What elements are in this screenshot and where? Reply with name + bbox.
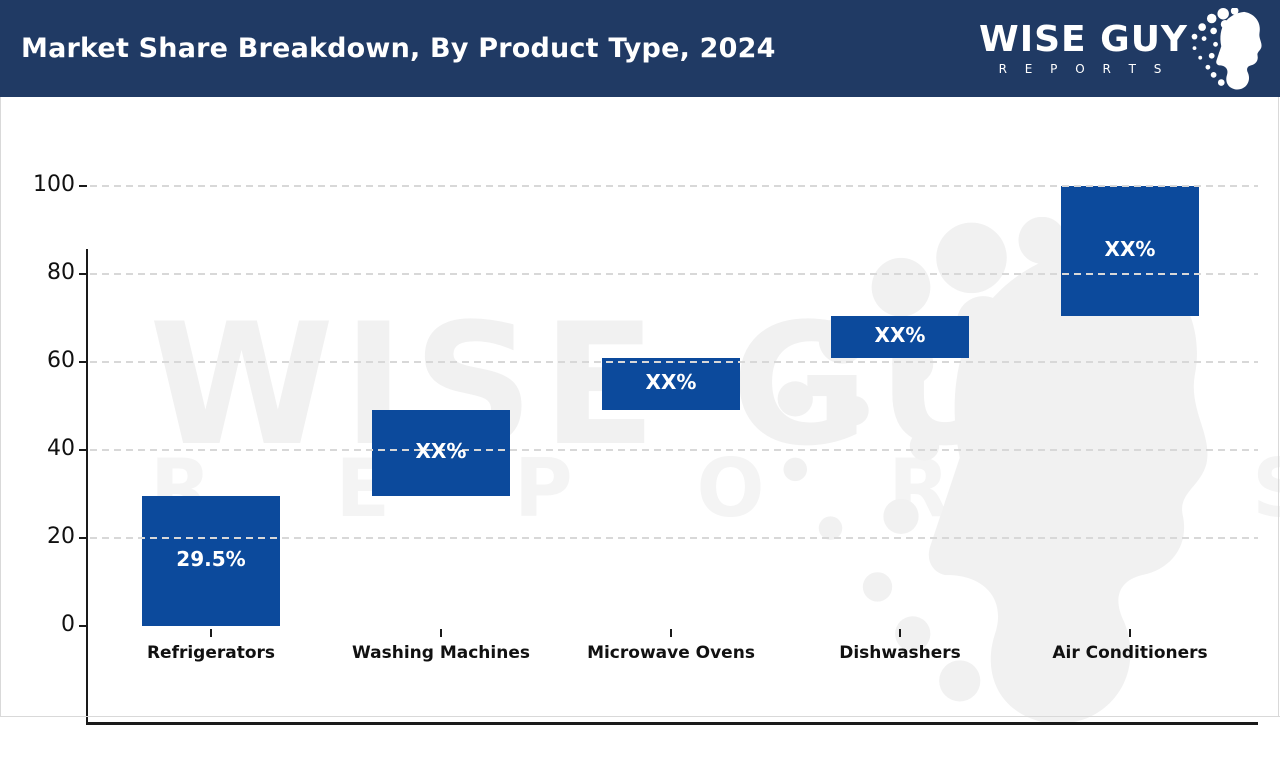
bar-refrigerators <box>142 496 280 626</box>
y-tick-mark <box>79 537 87 539</box>
logo-subtext: R E P O R T S <box>998 62 1169 76</box>
logo-head-icon <box>1191 8 1262 90</box>
gridline <box>90 537 1258 539</box>
chart-area: WISE GUY R E P O R T S 0 20 40 60 80 100 29.5%… <box>0 97 1280 725</box>
gridline <box>90 361 1258 363</box>
gridline <box>90 185 1258 187</box>
x-axis-line <box>86 722 1258 725</box>
y-tick-label: 60 <box>47 348 75 373</box>
x-tick-mark <box>1129 629 1131 637</box>
logo-text: WISE GUY R E P O R T S <box>978 19 1188 77</box>
bar-value-label: XX% <box>874 322 926 347</box>
bar-dishwashers <box>831 315 969 358</box>
y-tick-label: 0 <box>61 612 75 637</box>
bar-washing-machines <box>372 410 510 497</box>
x-tick-mark <box>670 629 672 637</box>
bar-value-label: XX% <box>1104 236 1156 261</box>
bottom-border <box>0 716 1280 717</box>
page-title: Market Share Breakdown, By Product Type,… <box>21 33 776 64</box>
left-border <box>0 97 1 717</box>
bar-value-label: XX% <box>415 439 467 464</box>
logo-wordmark: WISE GUY <box>978 19 1188 60</box>
bar-value-label: XX% <box>645 370 697 394</box>
y-tick-mark <box>79 273 87 275</box>
x-tick-mark <box>899 629 901 637</box>
header: Market Share Breakdown, By Product Type,… <box>0 0 1280 97</box>
y-tick-label: 40 <box>47 436 75 461</box>
x-category-label: Dishwashers <box>839 643 961 663</box>
x-category-label: Air Conditioners <box>1052 643 1208 663</box>
y-tick-mark <box>79 625 87 627</box>
gridline <box>90 273 1258 275</box>
bar-microwave-ovens <box>602 357 740 411</box>
logo: WISE GUY R E P O R T S <box>979 6 1266 92</box>
y-tick-mark <box>79 449 87 451</box>
x-tick-mark <box>210 629 212 637</box>
watermark-head-icon <box>777 217 1208 724</box>
y-tick-label: 80 <box>47 260 75 285</box>
x-category-label: Washing Machines <box>351 643 530 663</box>
right-border <box>1278 97 1279 717</box>
y-tick-mark <box>79 185 87 187</box>
gridline <box>90 449 1258 451</box>
bar-value-label: 29.5% <box>176 547 246 572</box>
x-tick-mark <box>440 629 442 637</box>
y-axis-line <box>86 249 88 725</box>
x-category-label: Microwave Ovens <box>587 643 755 663</box>
y-tick-label: 100 <box>33 172 75 197</box>
y-tick-mark <box>79 361 87 363</box>
x-category-label: Refrigerators <box>146 643 276 663</box>
y-tick-label: 20 <box>47 524 75 549</box>
bar-air-conditioners <box>1061 186 1199 316</box>
